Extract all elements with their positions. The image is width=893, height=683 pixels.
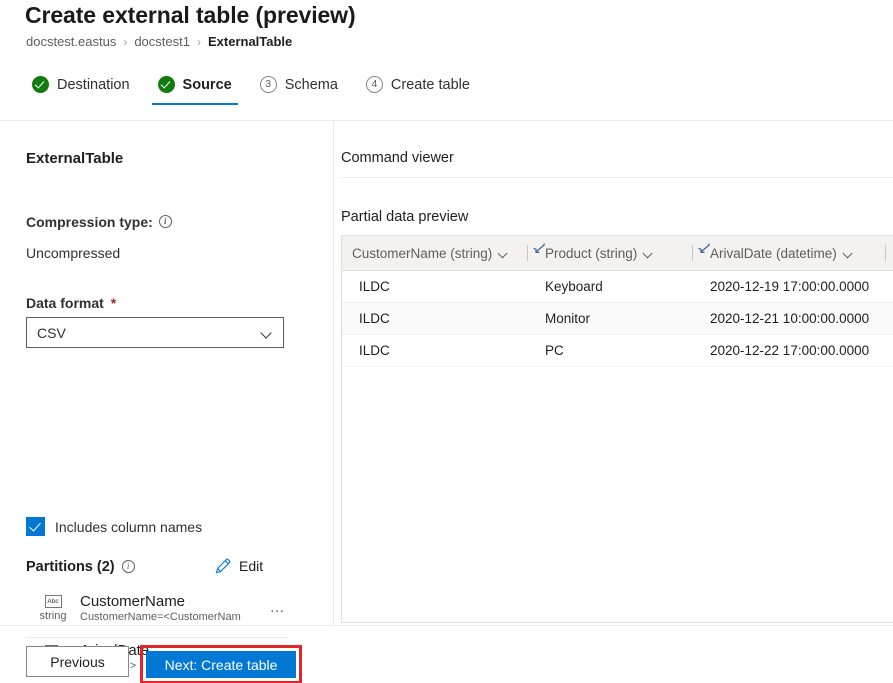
step-number-icon: 4	[365, 76, 383, 93]
grid-column-header-arivaldate[interactable]: ArivalDate (datetime)	[693, 236, 885, 270]
chevron-down-icon	[844, 250, 854, 256]
column-resize-icon[interactable]	[698, 243, 711, 256]
cell-customername: ILDC	[359, 311, 390, 326]
page-title: Create external table (preview)	[25, 2, 356, 28]
column-separator[interactable]	[885, 245, 886, 261]
previous-button[interactable]: Previous	[26, 646, 129, 677]
checkbox-checked-icon	[26, 517, 45, 536]
column-separator[interactable]	[527, 245, 528, 261]
cell-product: Keyboard	[545, 279, 603, 294]
partition-type: Abc string	[26, 593, 80, 622]
includes-column-names-checkbox[interactable]: Includes column names	[26, 517, 202, 536]
command-viewer-title: Command viewer	[341, 150, 454, 166]
chevron-down-icon	[644, 250, 654, 256]
check-circle-icon	[157, 76, 175, 93]
column-resize-icon[interactable]	[533, 243, 546, 256]
partition-pattern: CustomerName=<CustomerNam	[80, 611, 241, 623]
data-format-label: Data format *	[26, 295, 116, 311]
step-create-table[interactable]: 4 Create table	[352, 72, 484, 105]
table-row[interactable]: ILDC Monitor 2020-12-21 10:00:00.0000	[342, 303, 893, 335]
compression-type-label: Compression type: i	[26, 214, 172, 230]
pane-divider	[333, 121, 334, 625]
breadcrumb-item-cluster[interactable]: docstest.eastus	[26, 34, 117, 49]
compression-type-value: Uncompressed	[26, 245, 121, 261]
includes-column-names-label: Includes column names	[55, 518, 203, 535]
partition-info: CustomerName CustomerName=<CustomerNam	[80, 593, 266, 623]
table-row[interactable]: ILDC PC 2020-12-22 17:00:00.0000	[342, 335, 893, 367]
step-label: Create table	[390, 76, 470, 93]
wizard-steps: Destination Source 3 Schema 4 Create tab…	[18, 72, 484, 105]
data-format-selected-value: CSV	[37, 324, 66, 341]
partition-more-options-icon[interactable]: …	[269, 599, 285, 616]
abc-string-icon: Abc	[44, 595, 62, 608]
data-format-text: Data format	[26, 295, 104, 311]
data-format-dropdown[interactable]: CSV	[26, 317, 284, 348]
step-label: Destination	[57, 76, 130, 93]
grid-column-header-product[interactable]: Product (string)	[528, 236, 692, 270]
breadcrumb-separator-icon: ›	[123, 34, 128, 49]
pencil-icon	[215, 558, 231, 574]
check-circle-icon	[32, 76, 49, 93]
step-destination[interactable]: Destination	[18, 72, 144, 105]
cell-customername: ILDC	[359, 279, 390, 294]
chevron-down-icon	[499, 250, 509, 256]
next-create-table-button[interactable]: Next: Create table	[146, 651, 296, 678]
chevron-down-icon	[262, 329, 273, 336]
cell-arivaldate: 2020-12-22 17:00:00.0000	[710, 343, 870, 358]
next-button-highlight: Next: Create table	[140, 645, 302, 683]
external-table-name: ExternalTable	[26, 150, 124, 167]
grid-header-row: CustomerName (string) Product (string)	[342, 236, 893, 271]
compression-type-text: Compression type:	[26, 214, 153, 230]
column-separator[interactable]	[692, 245, 693, 261]
grid-column-label: CustomerName (string)	[352, 245, 493, 261]
step-label: Source	[182, 76, 232, 93]
edit-partitions-button[interactable]: Edit	[215, 558, 263, 574]
step-source[interactable]: Source	[144, 72, 246, 105]
breadcrumb: docstest.eastus › docstest1 › ExternalTa…	[26, 34, 292, 49]
partitions-header: Partitions (2) i	[26, 559, 135, 575]
grid-column-label: ArivalDate (datetime)	[710, 245, 837, 261]
cell-customername: ILDC	[359, 343, 390, 358]
source-settings-pane: ExternalTable Compression type: i Uncomp…	[0, 121, 333, 673]
breadcrumb-item-database[interactable]: docstest1	[134, 34, 190, 49]
edit-label: Edit	[239, 558, 264, 574]
partition-name: CustomerName	[80, 593, 186, 610]
breadcrumb-item-table[interactable]: ExternalTable	[207, 34, 293, 49]
breadcrumb-separator-icon: ›	[196, 34, 201, 49]
partition-row[interactable]: Abc string CustomerName CustomerName=<Cu…	[26, 589, 288, 637]
step-label: Schema	[284, 76, 338, 93]
header-divider	[0, 120, 893, 121]
preview-pane: Command viewer Partial data preview Cust…	[334, 121, 893, 625]
cell-arivaldate: 2020-12-19 17:00:00.0000	[710, 279, 870, 294]
partition-type-label: string	[39, 610, 67, 622]
footer-divider	[0, 625, 893, 626]
info-icon[interactable]: i	[158, 214, 172, 228]
command-viewer-divider	[341, 177, 893, 178]
info-icon[interactable]: i	[121, 559, 135, 573]
required-asterisk: *	[110, 295, 117, 311]
step-number-icon: 3	[259, 76, 277, 93]
partial-data-preview-title: Partial data preview	[341, 209, 469, 225]
cell-product: PC	[545, 343, 564, 358]
table-row[interactable]: ILDC Keyboard 2020-12-19 17:00:00.0000	[342, 271, 893, 303]
grid-column-header-customername[interactable]: CustomerName (string)	[342, 236, 527, 270]
partitions-title: Partitions (2)	[26, 559, 115, 575]
grid-column-header-overflow[interactable]	[886, 236, 893, 270]
step-schema[interactable]: 3 Schema	[246, 72, 352, 105]
cell-product: Monitor	[545, 311, 591, 326]
cell-arivaldate: 2020-12-21 10:00:00.0000	[710, 311, 870, 326]
partial-data-preview-grid: CustomerName (string) Product (string)	[341, 235, 893, 623]
grid-column-label: Product (string)	[545, 245, 638, 261]
